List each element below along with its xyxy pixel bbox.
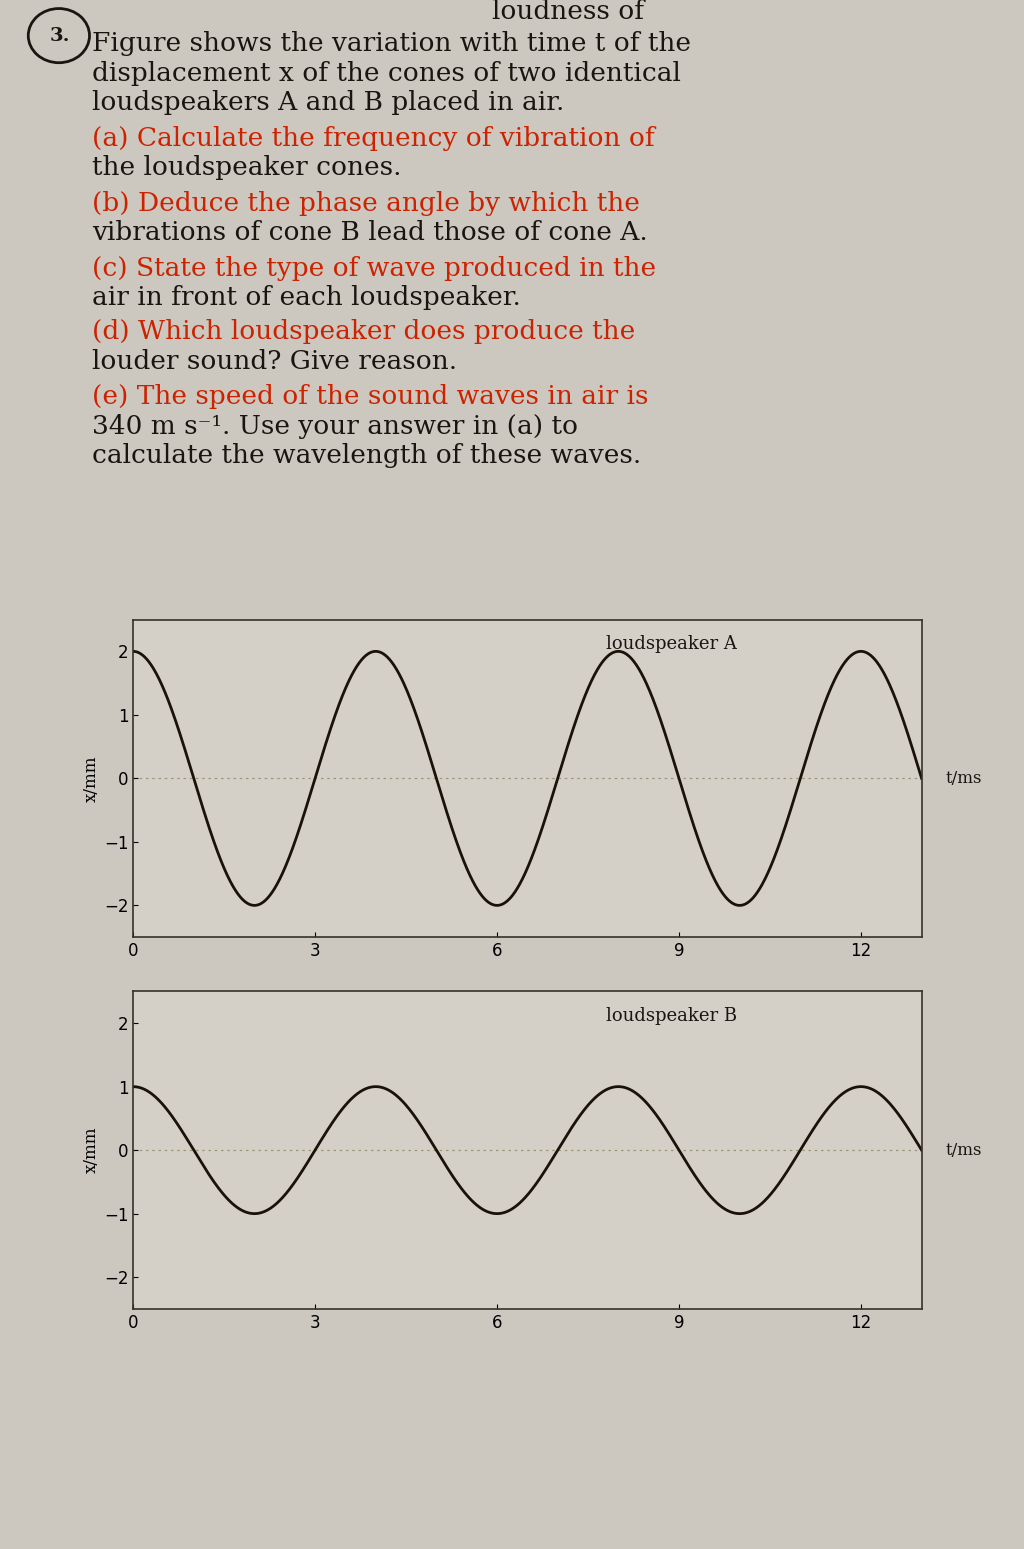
Text: (c) State the type of wave produced in the: (c) State the type of wave produced in t… xyxy=(92,256,656,280)
Text: the loudspeaker cones.: the loudspeaker cones. xyxy=(92,155,401,180)
Y-axis label: x/mm: x/mm xyxy=(83,1126,99,1174)
Text: (d) Which loudspeaker does produce the: (d) Which loudspeaker does produce the xyxy=(92,319,636,344)
Text: Figure shows the variation with time t of the: Figure shows the variation with time t o… xyxy=(92,31,691,56)
Text: louder sound? Give reason.: louder sound? Give reason. xyxy=(92,349,458,373)
Text: (b) Deduce the phase angle by which the: (b) Deduce the phase angle by which the xyxy=(92,191,640,215)
Text: loudspeaker B: loudspeaker B xyxy=(606,1007,737,1025)
Text: (e) The speed of the sound waves in air is: (e) The speed of the sound waves in air … xyxy=(92,384,648,409)
Text: 3.: 3. xyxy=(50,26,71,45)
Text: vibrations of cone B lead those of cone A.: vibrations of cone B lead those of cone … xyxy=(92,220,648,245)
Text: 340 m s⁻¹. Use your answer in (a) to: 340 m s⁻¹. Use your answer in (a) to xyxy=(92,414,579,438)
Text: loudspeakers A and B placed in air.: loudspeakers A and B placed in air. xyxy=(92,90,564,115)
Text: t/ms: t/ms xyxy=(946,1142,982,1159)
Text: calculate the wavelength of these waves.: calculate the wavelength of these waves. xyxy=(92,443,641,468)
Text: (a) Calculate the frequency of vibration of: (a) Calculate the frequency of vibration… xyxy=(92,125,654,150)
Text: loudspeaker A: loudspeaker A xyxy=(606,635,737,654)
Text: displacement x of the cones of two identical: displacement x of the cones of two ident… xyxy=(92,60,681,85)
Y-axis label: x/mm: x/mm xyxy=(83,754,99,802)
Text: air in front of each loudspeaker.: air in front of each loudspeaker. xyxy=(92,285,521,310)
Text: t/ms: t/ms xyxy=(946,770,982,787)
Text: loudness of: loudness of xyxy=(492,0,643,23)
